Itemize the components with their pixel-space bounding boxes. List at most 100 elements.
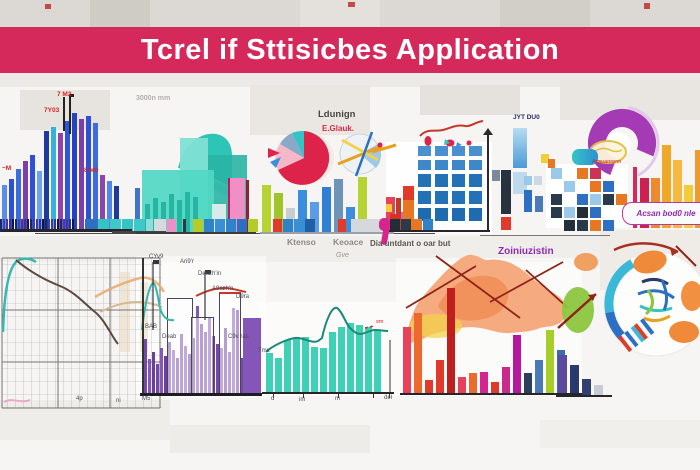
red-speck [45,4,51,9]
rainbow-bar-chart [403,287,565,393]
mini-donut-chart [337,131,397,177]
bg-patch [540,420,700,448]
bar [262,185,271,232]
donut-outer-arc [584,105,660,178]
bar [594,385,603,395]
waffle-cell [418,174,431,187]
darkred-arrow [557,293,597,329]
strip-segment [423,219,433,232]
x-axis [136,232,256,234]
waffle-cell [469,191,482,204]
mosaic-row [551,168,627,179]
chart-annotation: C9v ras [228,334,249,340]
orange-bar [403,200,414,231]
mosaic-cell [551,207,562,218]
mosaic-cell [577,207,588,218]
bar [240,358,243,394]
waffle-cell [452,146,465,156]
y-axis [487,134,489,232]
yellow-small-square [386,204,392,212]
bar [161,202,166,232]
red-pie-chart [268,130,334,185]
mint-bar-chart [266,321,381,393]
strip-segment [215,219,225,232]
bar [403,327,411,393]
x-axis [2,229,132,232]
strip-segment [390,219,400,232]
bar [193,197,198,232]
bar [695,150,700,228]
strip-segment [39,219,41,232]
strip-segment [15,219,17,232]
grayblue-square [492,170,500,181]
strip-segment [305,219,315,232]
strip-segment [66,219,68,232]
orange-inner-blob [438,275,509,321]
bar [44,131,49,231]
axis-tick [273,394,274,398]
teal-small-bar-chart [145,190,198,232]
strip-segment [54,219,56,232]
strip-segment [183,219,186,232]
mosaic-cell [564,181,575,192]
bar [346,207,355,232]
strip-segment [351,219,381,232]
strip-segment [63,219,65,232]
bar [502,367,510,393]
waffle-row [418,208,482,221]
lightblue-lower-bar [513,172,527,194]
bar [293,338,300,393]
bg-patch [300,0,380,27]
chart-annotation: 8 M0 [84,167,99,174]
strip-segment [273,219,282,232]
mosaic-cell [564,207,575,218]
yellow-pencil [341,138,379,162]
mosaic-cell [577,194,588,205]
strip-segment [48,219,50,232]
red-pencil-tip [377,142,383,148]
chart-annotation: Tms [258,348,270,354]
red-column [501,217,511,230]
strip-segment [0,219,2,232]
chart-annotation: d [271,396,275,402]
chart-annotation: M5 [142,396,151,402]
strip-segment [110,219,121,232]
waffle-cell [452,174,465,187]
bar [37,171,42,231]
waffle-row [418,191,482,204]
strip-segment [122,219,133,232]
bar [558,355,567,395]
page-title: Tcrel if Sttisicbes Application [140,33,560,66]
mosaic-cell [564,194,575,205]
whisker-line [63,97,65,131]
x-axis [262,392,394,394]
bar [148,359,151,394]
orange-curve [94,276,166,299]
strip-segment [36,219,38,232]
darkred-arrowhead [588,294,596,301]
strip-segment [226,219,236,232]
bar [535,360,543,393]
strip-segment [414,219,422,232]
waffle-cell [452,160,465,170]
whisker-line [69,94,71,134]
mosaic-cell [590,168,601,179]
strip-segment [42,219,44,232]
title-banner: Tcrel if Sttisicbes Application [0,27,700,73]
whisker-flag [69,94,74,97]
strip-segment [154,219,166,232]
x-axis [400,393,582,395]
scribble [644,289,654,316]
caption-pill: Acsan bod0 nle [622,202,700,225]
strip-segment [294,219,304,232]
bar [570,365,579,395]
bg-patch [90,0,150,27]
strip-segment [167,219,176,232]
chart-annotation: Gve [336,252,349,259]
strip-segment [6,219,8,232]
bar [662,145,671,228]
bar [347,323,354,393]
bar [169,194,174,232]
bar [9,179,14,231]
red-speck [644,3,650,9]
